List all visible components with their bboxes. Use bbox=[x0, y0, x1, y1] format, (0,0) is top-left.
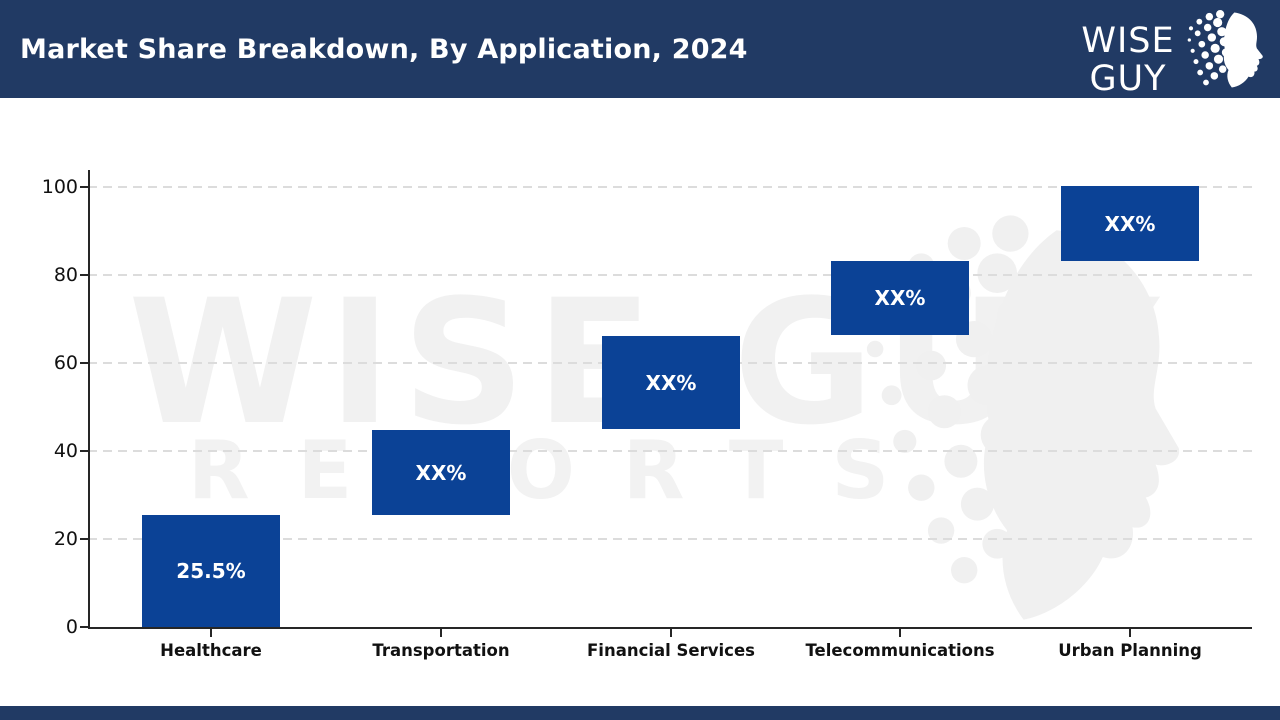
y-tick-label-60: 60 bbox=[53, 352, 78, 374]
gridline-100 bbox=[88, 186, 1252, 188]
header-banner: Market Share Breakdown, By Application, … bbox=[0, 0, 1280, 116]
x-tick-mark-financial-services bbox=[670, 629, 672, 637]
x-tick-mark-telecommunications bbox=[899, 629, 901, 637]
bar-value-label-healthcare: 25.5% bbox=[176, 558, 246, 583]
chart-title: Market Share Breakdown, By Application, … bbox=[20, 33, 748, 65]
y-axis-line bbox=[88, 170, 90, 629]
gridline-20 bbox=[88, 538, 1252, 540]
y-tick-mark-80 bbox=[80, 274, 88, 276]
bar-value-label-transportation: XX% bbox=[415, 460, 467, 485]
y-tick-label-100: 100 bbox=[41, 176, 78, 198]
x-tick-mark-healthcare bbox=[210, 629, 212, 637]
y-tick-label-80: 80 bbox=[53, 264, 78, 286]
bar-urban-planning: XX% bbox=[1061, 186, 1199, 261]
brand-face-icon bbox=[1187, 10, 1263, 88]
y-tick-mark-20 bbox=[80, 538, 88, 540]
x-tick-mark-transportation bbox=[440, 629, 442, 637]
brand-subname: REPORTS bbox=[1066, 101, 1201, 116]
watermark-face-icon bbox=[866, 215, 1180, 620]
x-tick-mark-urban-planning bbox=[1129, 629, 1131, 637]
y-tick-mark-100 bbox=[80, 186, 88, 188]
footer-bar bbox=[0, 706, 1280, 720]
bar-value-label-urban-planning: XX% bbox=[1104, 211, 1156, 236]
gridline-40 bbox=[88, 450, 1252, 452]
brand-logo-text: WISE GUY REPORTS bbox=[1040, 22, 1216, 116]
brand-name: WISE GUY bbox=[1081, 21, 1175, 99]
y-tick-mark-40 bbox=[80, 450, 88, 452]
bar-healthcare: 25.5% bbox=[142, 514, 280, 627]
x-category-label-transportation: Transportation bbox=[372, 641, 510, 660]
y-tick-label-40: 40 bbox=[53, 440, 78, 462]
bar-value-label-financial-services: XX% bbox=[645, 370, 697, 395]
y-tick-label-20: 20 bbox=[53, 528, 78, 550]
gridline-80 bbox=[88, 274, 1252, 276]
x-category-label-urban-planning: Urban Planning bbox=[1058, 641, 1202, 660]
x-axis-line bbox=[88, 627, 1252, 629]
bar-value-label-telecommunications: XX% bbox=[874, 285, 926, 310]
y-tick-mark-60 bbox=[80, 362, 88, 364]
y-tick-mark-0 bbox=[80, 626, 88, 628]
bar-transportation: XX% bbox=[372, 430, 510, 515]
y-tick-label-0: 0 bbox=[65, 616, 78, 638]
watermark-reports-text: REPORTS bbox=[188, 424, 938, 517]
x-category-label-telecommunications: Telecommunications bbox=[805, 641, 995, 660]
brand-logo: WISE GUY REPORTS bbox=[1014, 4, 1270, 116]
bar-financial-services: XX% bbox=[602, 336, 740, 429]
x-category-label-healthcare: Healthcare bbox=[160, 641, 262, 660]
bar-telecommunications: XX% bbox=[831, 260, 969, 335]
x-category-label-financial-services: Financial Services bbox=[587, 641, 755, 660]
